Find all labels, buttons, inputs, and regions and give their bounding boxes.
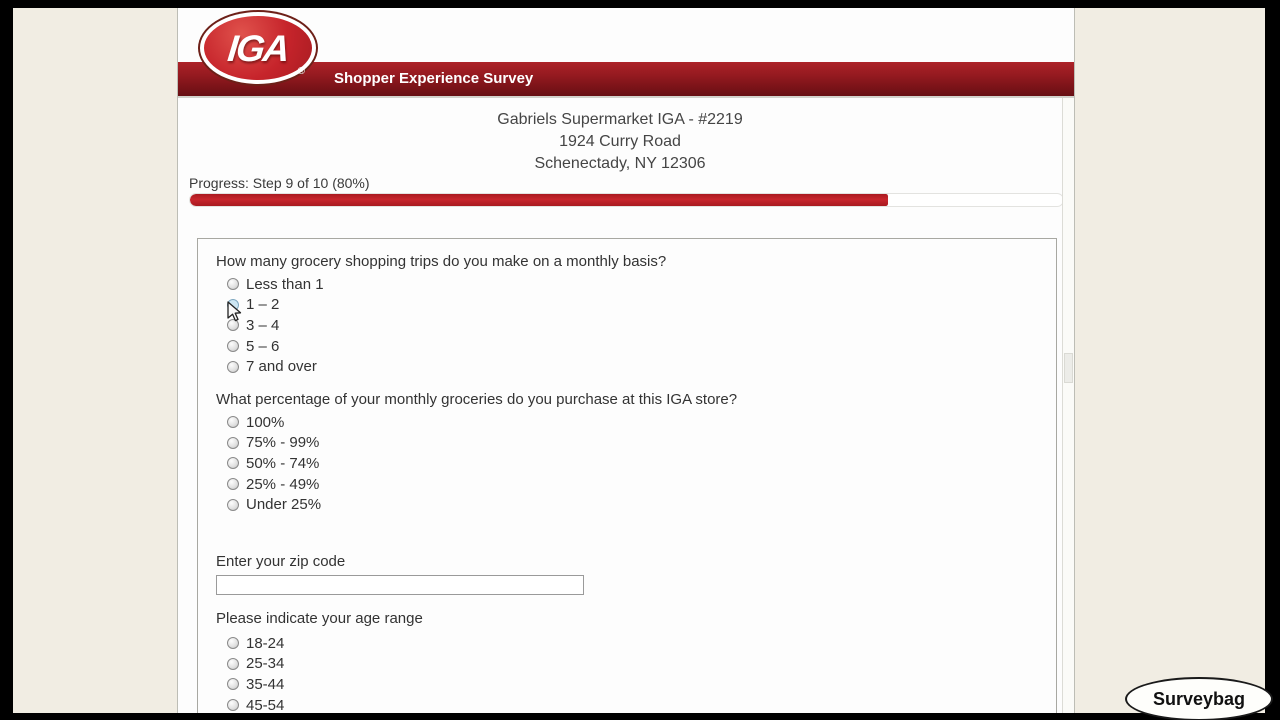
scrollbar-track[interactable] [1062,98,1074,713]
radio-option[interactable]: 18-24 [216,633,1056,654]
arrow-pointer-icon [227,301,242,322]
store-info: Gabriels Supermarket IGA - #2219 1924 Cu… [178,109,1062,175]
radio-option-label: 18-24 [246,634,285,652]
iga-logo-white-ring: IGA ® [200,12,316,84]
radio-option-label: 7 and over [246,358,317,376]
survey-banner: Shopper Experience Survey [178,62,1074,98]
progress-bar-track [189,193,1064,207]
survey-page: IGA ® Shopper Experience Survey Gabriels… [177,8,1075,713]
question-text: What percentage of your monthly grocerie… [216,390,738,408]
radio-option-label: 35-44 [246,675,285,693]
radio-option-label: 5 – 6 [246,337,280,355]
radio-option[interactable]: 7 and over [216,356,1056,377]
surveybag-logo: Surveybag [1125,677,1273,720]
radio-option-label: 3 – 4 [246,316,280,334]
radio-option-label: Less than 1 [246,275,324,293]
radio-option-label: 25-34 [246,655,285,673]
banner-title: Shopper Experience Survey [334,70,534,87]
radio-option-label: 25% - 49% [246,475,320,493]
survey-question-box: How many grocery shopping trips do you m… [197,238,1057,713]
radio-button[interactable] [227,340,239,353]
radio-button[interactable] [227,319,239,332]
radio-option[interactable]: 25% - 49% [216,474,1056,495]
radio-option-label: 75% - 99% [246,434,320,452]
store-name: Gabriels Supermarket IGA - #2219 [497,111,743,128]
radio-option[interactable]: 50% - 74% [216,453,1056,474]
radio-button[interactable] [227,678,239,691]
age-range-label: Please indicate your age range [216,609,423,627]
radio-option[interactable]: 75% - 99% [216,433,1056,454]
iga-logo-text: IGA [225,27,291,69]
radio-option[interactable]: 35-44 [216,674,1056,695]
iga-logo-oval: IGA ® [204,16,312,80]
question-options: 18-24 25-34 35-44 45-54 [216,633,1056,713]
radio-button[interactable] [227,478,239,491]
iga-logo-outer-ring: IGA ® [198,10,318,86]
radio-option-label: 1 – 2 [246,296,280,314]
radio-button[interactable] [227,416,239,429]
radio-button[interactable] [227,699,239,712]
radio-option-label: 50% - 74% [246,454,320,472]
surveybag-logo-text: Surveybag [1152,688,1246,709]
question-options: 100% 75% - 99% 50% - 74% 25% - 49% [216,412,1056,515]
zip-code-label: Enter your zip code [216,552,346,570]
iga-logo: IGA ® [198,10,318,86]
radio-option[interactable]: Under 25% [216,494,1056,515]
radio-option[interactable]: 1 – 2 [216,295,1056,316]
radio-option[interactable]: 100% [216,412,1056,433]
radio-option[interactable]: 45-54 [216,695,1056,713]
radio-option-label: 45-54 [246,696,285,713]
radio-button[interactable] [227,360,239,373]
store-address-line2: Schenectady, NY 12306 [534,155,706,172]
radio-option[interactable]: Less than 1 [216,274,1056,295]
radio-option-label: 100% [246,413,285,431]
radio-button[interactable] [227,457,239,470]
store-address-line1: 1924 Curry Road [559,133,681,150]
progress-bar-fill [190,194,889,206]
radio-option-label: Under 25% [246,496,322,514]
radio-button[interactable] [227,436,239,449]
progress-label: Progress: Step 9 of 10 (80%) [189,175,370,191]
question-options: Less than 1 1 – 2 3 – 4 5 – 6 [216,274,1056,377]
radio-option[interactable]: 25-34 [216,654,1056,675]
radio-button[interactable] [227,498,239,511]
browser-viewport: IGA ® Shopper Experience Survey Gabriels… [13,8,1273,720]
zip-code-input[interactable] [216,574,584,595]
scrollbar-thumb[interactable] [1064,353,1073,383]
radio-option[interactable]: 5 – 6 [216,336,1056,357]
radio-button[interactable] [227,278,239,291]
question-text: How many grocery shopping trips do you m… [216,253,667,270]
radio-option[interactable]: 3 – 4 [216,315,1056,336]
registered-trademark-icon: ® [297,66,305,77]
radio-button[interactable] [227,637,239,650]
radio-button[interactable] [227,657,239,670]
